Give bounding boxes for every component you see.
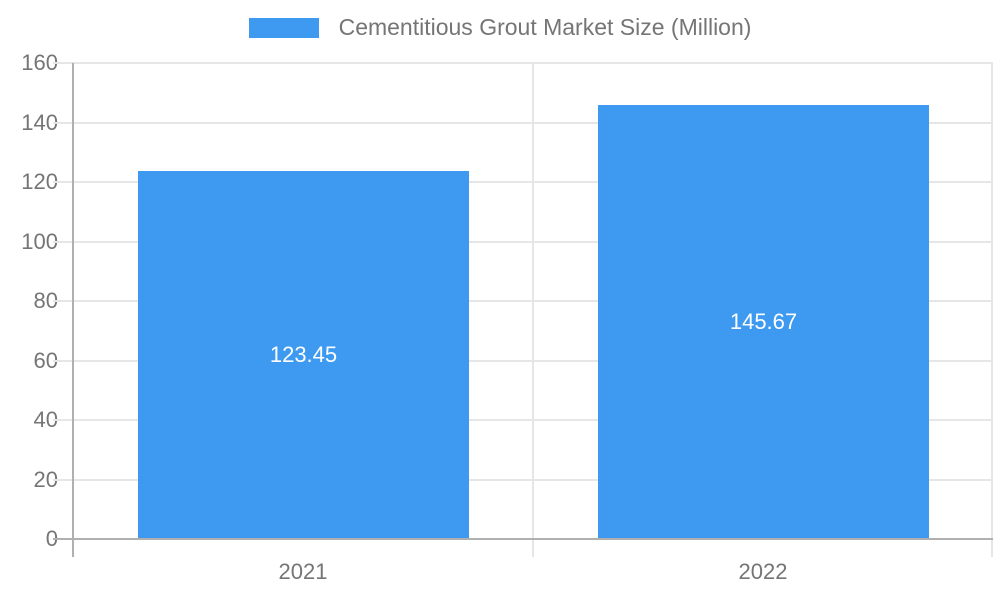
y-gridline — [53, 300, 993, 302]
legend-swatch — [248, 17, 319, 38]
y-tick-label: 120 — [21, 169, 58, 194]
bar-2021[interactable]: 123.45 — [138, 171, 469, 538]
plot-right-border — [991, 63, 993, 557]
y-gridline — [53, 359, 993, 362]
x-axis-line — [53, 538, 993, 540]
bar-value-label: 145.67 — [729, 308, 798, 334]
y-axis-line — [72, 63, 74, 557]
bar-value-label: 123.45 — [269, 341, 338, 367]
bar-2022[interactable]: 145.67 — [598, 105, 929, 538]
y-tick-label: 80 — [33, 288, 58, 313]
y-tick-label: 160 — [21, 50, 58, 75]
x-axis-labels: 2021 2022 — [73, 559, 993, 585]
y-gridline — [53, 62, 993, 64]
y-tick-label: 0 — [45, 526, 58, 551]
legend-label: Cementitious Grout Market Size (Million) — [338, 14, 752, 40]
chart-legend: Cementitious Grout Market Size (Million) — [0, 14, 1000, 41]
legend-item[interactable]: Cementitious Grout Market Size (Million) — [248, 14, 752, 41]
category-divider-line — [532, 63, 534, 557]
y-tick-label: 140 — [21, 109, 58, 135]
plot-area: 123.45 145.67 — [53, 62, 993, 557]
x-tick-label: 2021 — [278, 559, 328, 584]
y-gridline — [53, 478, 993, 481]
y-gridline — [53, 240, 993, 243]
y-tick-label: 20 — [33, 466, 58, 492]
x-tick-label: 2022 — [738, 559, 788, 584]
y-tick-label: 40 — [33, 407, 58, 432]
y-tick-label: 60 — [33, 347, 58, 373]
y-tick-label: 100 — [21, 228, 58, 254]
y-gridline — [53, 419, 993, 421]
y-gridline — [53, 121, 993, 124]
y-gridline — [53, 181, 993, 183]
